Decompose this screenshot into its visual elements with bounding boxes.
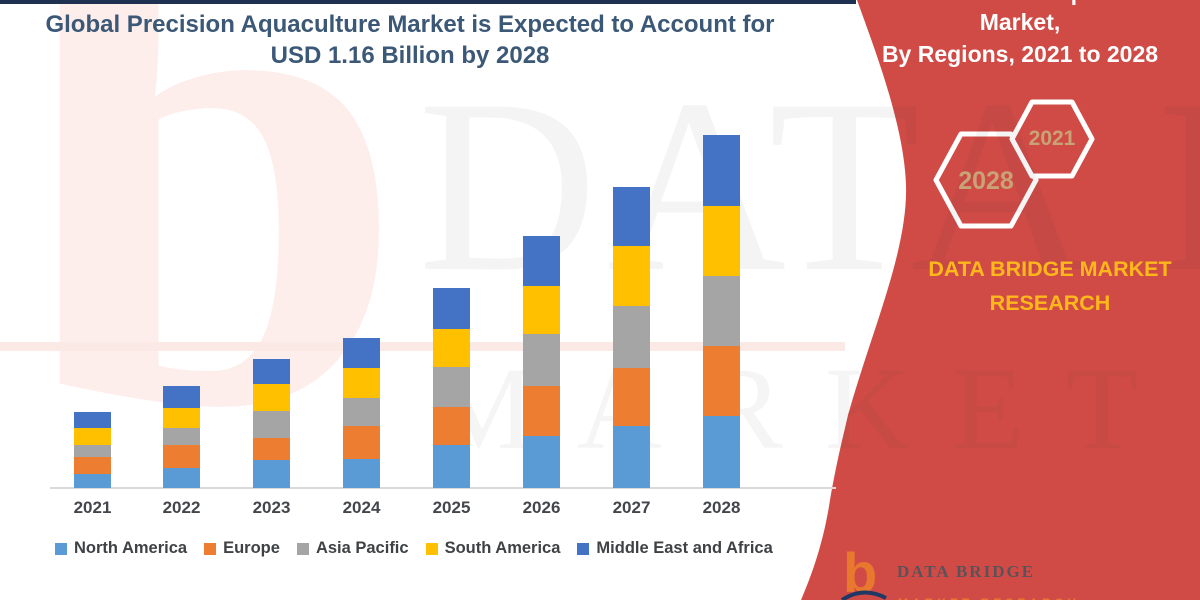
brand-name-line1: DATA BRIDGE MARKET (928, 257, 1172, 281)
x-label-2028: 2028 (702, 498, 741, 517)
logo-b-glyph: b (843, 541, 878, 600)
segment-europe-2027 (613, 368, 650, 426)
hexagon-2028 (933, 131, 1039, 229)
segment-europe-2023 (253, 438, 290, 460)
bar-2024 (343, 338, 380, 488)
segment-middle-east-and-africa-2022 (163, 386, 200, 408)
segment-south-america-2022 (163, 408, 200, 428)
segment-europe-2025 (433, 407, 470, 445)
legend-item-north-america: North America (55, 539, 187, 558)
segment-europe-2022 (163, 445, 200, 468)
legend-item-europe: Europe (204, 539, 280, 558)
stacked-bar-chart: 2021 2022 2023 2024 2025 2026 2027 2028 North A… (50, 135, 836, 558)
logo-wordmark: DATA BRIDGE (897, 562, 1036, 581)
x-label-2022: 2022 (162, 498, 201, 517)
legend-swatch-europe (204, 542, 217, 555)
logo-b-icon: b (841, 541, 887, 600)
segment-asia-pacific-2025 (433, 367, 470, 407)
segment-middle-east-and-africa-2023 (253, 359, 290, 384)
legend-swatch-middle-east-and-africa (577, 542, 590, 555)
hexagon-2021-label: 2021 (1028, 127, 1076, 150)
legend-item-south-america: South America (425, 539, 561, 558)
segment-europe-2021 (74, 457, 111, 474)
bar-2023 (253, 359, 290, 488)
segment-middle-east-and-africa-2021 (74, 412, 111, 428)
segment-asia-pacific-2023 (253, 411, 290, 438)
legend-label-europe: Europe (223, 539, 280, 557)
logo-subline-cut: MARKET RESEARCH (898, 596, 1080, 600)
x-label-2025: 2025 (432, 498, 471, 517)
segment-north-america-2023 (253, 460, 290, 488)
segment-asia-pacific-2027 (613, 306, 650, 368)
brand-name-text: DATA BRIDGE MARKET RESEARCH (900, 252, 1200, 320)
segment-south-america-2028 (703, 206, 740, 276)
segment-asia-pacific-2026 (523, 334, 560, 386)
watermark-stripe (0, 342, 845, 351)
brand-name-line2: RESEARCH (989, 291, 1111, 315)
segment-north-america-2025 (433, 445, 470, 488)
top-navy-bar (0, 0, 856, 4)
segment-south-america-2027 (613, 246, 650, 306)
bar-2025 (433, 288, 470, 488)
logo-swoosh-icon (841, 590, 887, 600)
segment-asia-pacific-2024 (343, 398, 380, 426)
segment-europe-2024 (343, 426, 380, 459)
panel-heading-line0-cut: Global Precision Aquaculture (850, 0, 1190, 6)
legend-label-south-america: South America (444, 539, 561, 557)
segment-south-america-2025 (433, 329, 470, 367)
x-label-2024: 2024 (342, 498, 381, 517)
hexagon-2028-label: 2028 (958, 167, 1014, 195)
segment-middle-east-and-africa-2025 (433, 288, 470, 329)
chart-title-line2: USD 1.16 Billion by 2028 (270, 42, 550, 69)
bar-2026 (523, 236, 560, 488)
panel-heading: Global Precision Aquaculture Market, By … (850, 0, 1190, 70)
x-label-2027: 2027 (612, 498, 651, 517)
segment-north-america-2028 (703, 416, 740, 488)
x-label-2023: 2023 (252, 498, 291, 517)
segment-south-america-2021 (74, 428, 111, 445)
legend-label-middle-east-and-africa: Middle East and Africa (596, 539, 773, 557)
segment-north-america-2026 (523, 436, 560, 488)
data-bridge-logo: b DATA BRIDGE MARKET RESEARCH (841, 541, 1076, 600)
legend-swatch-asia-pacific (296, 542, 309, 555)
segment-south-america-2026 (523, 286, 560, 334)
bar-2028 (703, 135, 740, 488)
legend-item-asia-pacific: Asia Pacific (296, 539, 409, 558)
segment-asia-pacific-2021 (74, 445, 111, 457)
bar-2027 (613, 187, 650, 488)
x-axis-line (50, 487, 836, 489)
segment-asia-pacific-2022 (163, 428, 200, 445)
legend-label-asia-pacific: Asia Pacific (315, 539, 409, 557)
chart-legend: North America Europe Asia Pacific South Ame… (55, 539, 773, 558)
panel-heading-line1: Market, (979, 9, 1061, 35)
segment-north-america-2021 (74, 474, 111, 488)
segment-middle-east-and-africa-2028 (703, 135, 740, 206)
panel-heading-line2: By Regions, 2021 to 2028 (881, 41, 1159, 67)
segment-north-america-2024 (343, 459, 380, 488)
x-label-2021: 2021 (73, 498, 112, 517)
segment-south-america-2023 (253, 384, 290, 411)
segment-south-america-2024 (343, 368, 380, 398)
bar-2022 (163, 386, 200, 488)
legend-item-middle-east-and-africa: Middle East and Africa (577, 539, 773, 558)
segment-north-america-2027 (613, 426, 650, 488)
segment-middle-east-and-africa-2027 (613, 187, 650, 246)
segment-north-america-2022 (163, 468, 200, 488)
legend-swatch-north-america (55, 542, 67, 555)
legend-label-north-america: North America (74, 539, 188, 557)
legend-swatch-south-america (425, 542, 438, 555)
segment-middle-east-and-africa-2024 (343, 338, 380, 368)
chart-title-line1: Global Precision Aquaculture Market is E… (45, 11, 775, 38)
segment-europe-2028 (703, 346, 740, 416)
segment-europe-2026 (523, 386, 560, 436)
x-label-2026: 2026 (522, 498, 561, 517)
hexagon-2021 (1009, 99, 1095, 179)
chart-title: Global Precision Aquaculture Market is E… (10, 9, 810, 71)
segment-asia-pacific-2028 (703, 276, 740, 346)
bar-2021 (74, 412, 111, 488)
segment-middle-east-and-africa-2026 (523, 236, 560, 286)
